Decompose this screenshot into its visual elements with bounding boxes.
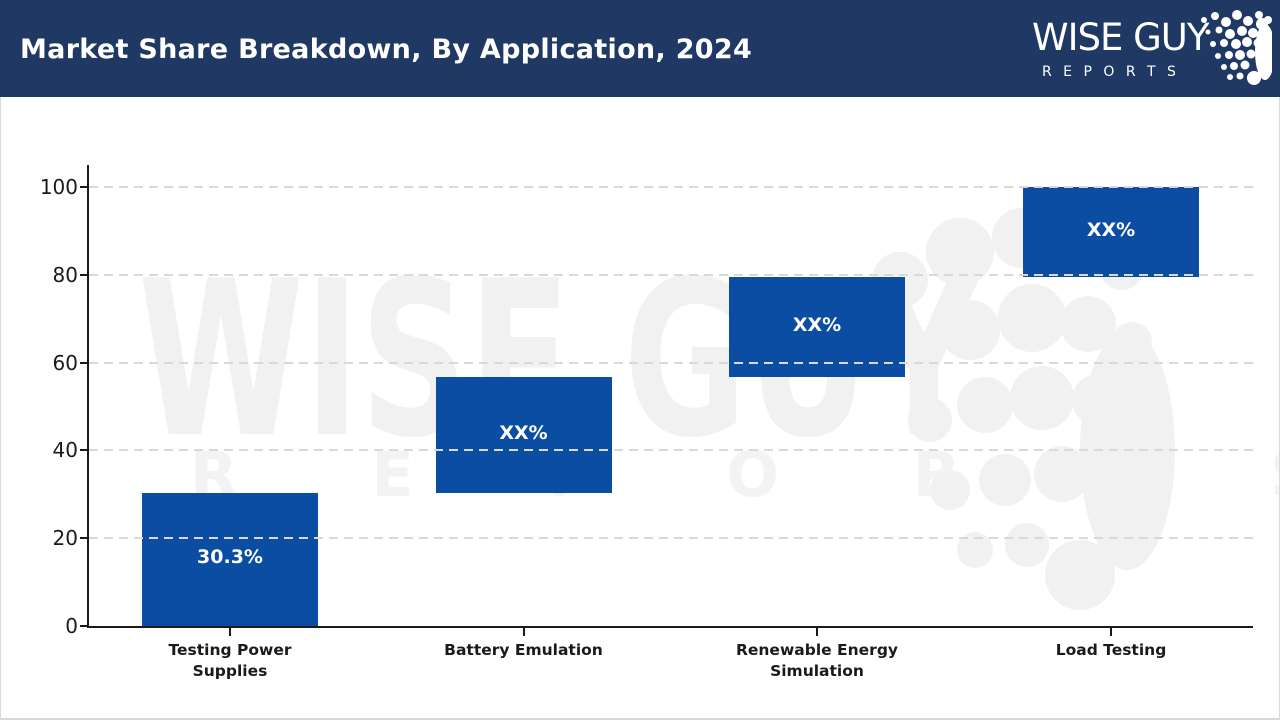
category-label-2: Battery Emulation xyxy=(444,641,603,659)
x-tickmark-2 xyxy=(522,628,525,636)
bar-4: XX% xyxy=(1023,187,1199,277)
logo-head-icon xyxy=(1201,10,1272,85)
watermark-chin-shape xyxy=(1045,540,1115,610)
chart-title: Market Share Breakdown, By Application, … xyxy=(20,34,753,65)
bar-value-label-4: XX% xyxy=(1086,218,1136,241)
bar-1: 30.3% xyxy=(142,492,318,626)
x-axis-line xyxy=(87,626,1253,628)
y-tick-label-80: 80 xyxy=(52,262,78,287)
logo-reports-text: R E P O R T S xyxy=(1042,64,1179,80)
y-tick-label-0: 0 xyxy=(65,614,78,638)
y-tick-label-20: 20 xyxy=(52,526,78,551)
bar-2: XX% xyxy=(435,376,612,493)
y-tickmark-100 xyxy=(80,186,89,188)
gridline-20 xyxy=(89,537,1253,540)
gridline-60 xyxy=(89,361,1253,364)
gridline-100 xyxy=(89,186,1253,188)
watermark-dot xyxy=(926,232,958,264)
watermark-dot xyxy=(979,454,1031,506)
watermark-dot xyxy=(930,470,970,510)
watermark-dot xyxy=(908,398,952,442)
gridline-80 xyxy=(89,273,1253,276)
watermark-dot xyxy=(1010,366,1074,430)
y-tickmark-80 xyxy=(80,273,89,276)
y-tick-label-100: 100 xyxy=(39,175,78,199)
y-tick-label-40: 40 xyxy=(52,438,78,463)
category-label-1: Testing Power Supplies xyxy=(168,641,292,680)
y-axis-line xyxy=(87,165,89,628)
category-label-3: Renewable Energy Simulation xyxy=(735,641,899,680)
y-tickmark-0 xyxy=(80,625,89,627)
bar-value-label-1: 30.3% xyxy=(197,546,263,569)
x-tickmark-1 xyxy=(229,628,231,636)
watermark-dot xyxy=(940,300,1000,360)
gridline-40 xyxy=(89,449,1253,452)
y-tick-label-60: 60 xyxy=(52,350,78,375)
watermark-dot xyxy=(1005,523,1049,567)
y-tickmark-20 xyxy=(80,537,89,540)
wise-guy-reports-logo: WISE GUY R E P O R T S xyxy=(1032,10,1272,85)
market-share-chart: 0 20 40 60 80 100 30.3% XX% XX% XX% Testing Power S… xyxy=(0,97,1280,720)
bar-value-label-2: XX% xyxy=(499,421,548,444)
header-bar: Market Share Breakdown, By Application, … xyxy=(0,0,1280,97)
x-tickmark-3 xyxy=(816,628,818,636)
watermark-dot xyxy=(998,284,1066,352)
x-tickmark-4 xyxy=(1110,628,1112,636)
y-tickmark-40 xyxy=(80,449,89,452)
watermark-dot xyxy=(957,377,1013,433)
bar-value-label-3: XX% xyxy=(792,313,842,336)
bar-3: XX% xyxy=(729,276,905,377)
logo-wiseguy-text: WISE GUY xyxy=(1032,16,1210,59)
category-label-4: Load Testing xyxy=(1055,641,1167,659)
y-tickmark-60 xyxy=(80,361,89,364)
